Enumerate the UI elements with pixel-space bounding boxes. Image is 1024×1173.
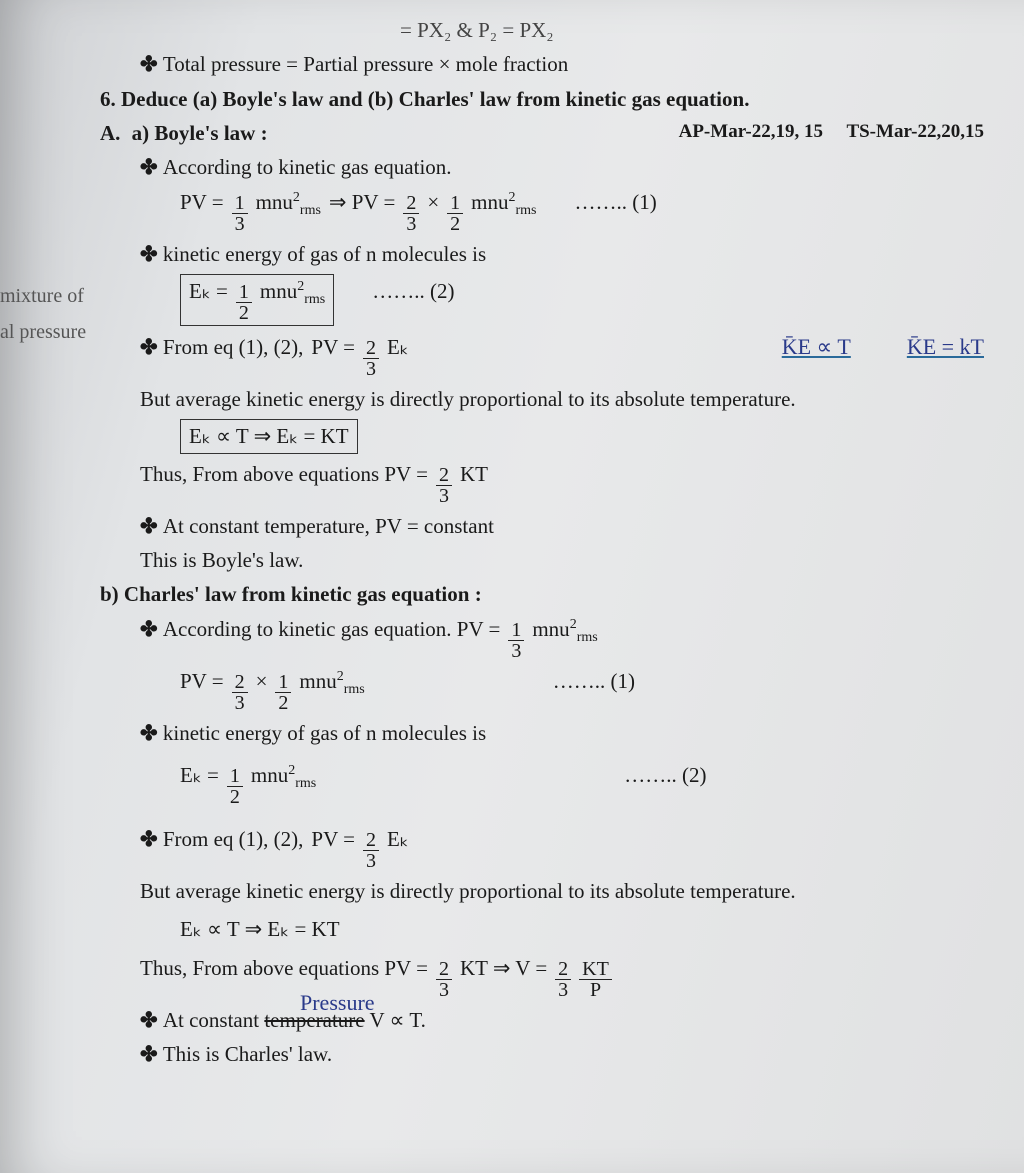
exam-tags: AP-Mar-22,19, 15 TS-Mar-22,20,15 [679,119,984,145]
boyle-p3: This is Boyle's law. [140,546,984,574]
tag-ap: AP-Mar-22,19, 15 [679,121,823,142]
charles-eq4: Eₖ ∝ T ⇒ Eₖ = KT [180,915,984,943]
charles-b1b: mnu2rms [532,615,597,648]
eq1num: …….. (1) [575,188,657,216]
hand-pressure: Pressure [300,988,375,1018]
ceq3a: PV = [311,825,355,853]
charles-head: b) Charles' law from kinetic gas equatio… [100,580,984,608]
sidecut-a: mixture of [0,280,86,312]
question-row: 6. Deduce (a) Boyle's law and (b) Charle… [100,85,984,113]
boyle-eq2: Eₖ = 12 mnu2rms …….. (2) [180,274,984,326]
frac-1-2-d: 12 [275,672,291,713]
question: Deduce (a) Boyle's law and (b) Charles' … [121,87,749,111]
charles-b5: This is Charles' law. [140,1040,984,1068]
answer-head-row: A. a) Boyle's law : AP-Mar-22,19, 15 TS-… [100,119,984,147]
p2a: Thus, From above equations PV = [140,460,428,488]
hand1: K̄E ∝ T [782,332,851,362]
q-num: 6. [100,87,116,111]
charles-b2: kinetic energy of gas of n molecules is [140,719,984,747]
charles-p2: Thus, From above equations PV = 23 KT ⇒ … [140,954,984,1000]
boyle-eq3-row: From eq (1), (2), PV = 23 Eₖ K̄E ∝ T K̄E… [140,332,984,379]
ceq1num: …….. (1) [553,667,635,695]
frac-2-3-g: 23 [555,959,571,1000]
frac-1-2-e: 12 [227,766,243,807]
frac-1-3-a: 13 [232,193,248,234]
cb4a: At constant [140,1008,264,1032]
ceq2num: …….. (2) [624,761,706,789]
eq1b: mnu2rms [256,188,321,221]
eq1e: mnu2rms [471,188,536,221]
boyle-eq2-box: Eₖ = 12 mnu2rms [180,274,334,326]
frac-2-3-d: 23 [232,672,248,713]
ceq2b: mnu2rms [251,761,316,794]
eq2num: …….. (2) [372,277,454,305]
boyle-eq4-box: Eₖ ∝ T ⇒ Eₖ = KT [180,419,358,453]
eq3b: Eₖ [387,333,409,361]
boyle-b1: According to kinetic gas equation. [140,153,984,181]
charles-eq2: Eₖ = 12 mnu2rms …….. (2) [180,761,984,807]
frac-kt-p: KTP [579,959,612,1000]
page: mixture of al pressure = PX₂ & P₂ = PX₂ … [0,0,1024,1173]
frac-2-3-b: 23 [363,338,379,379]
boyle-eq1: PV = 13 mnu2rms ⇒ PV = 23 × 12 mnu2rms …… [180,188,984,234]
boyle-b2: kinetic energy of gas of n molecules is [140,240,984,268]
eq3a: PV = [311,333,355,361]
sidecut-b: al pressure [0,316,86,348]
frac-2-3-c: 23 [436,465,452,506]
top-frag: = PX₂ & P₂ = PX₂ [400,16,984,44]
eq2a: Eₖ = [189,277,228,305]
charles-b1: According to kinetic gas equation. PV = … [140,615,984,661]
tag-ts: TS-Mar-22,20,15 [846,121,984,142]
ceq2a: Eₖ = [180,761,219,789]
p2b: KT [460,460,488,488]
hand2: K̄E = kT [907,332,984,362]
frac-2-3-a: 23 [403,193,419,234]
ans-label: A. [100,121,120,145]
boyle-b4: At constant temperature, PV = constant [140,512,984,540]
cp2a: Thus, From above equations PV = [140,954,428,982]
frac-1-2-b: 12 [236,282,252,323]
boyle-b3a: From eq (1), (2), [140,333,303,361]
charles-eq3: From eq (1), (2), PV = 23 Eₖ [140,825,984,871]
ceq1c: mnu2rms [299,667,364,700]
total-pressure-line: Total pressure = Partial pressure × mole… [140,50,984,78]
cp2b: KT ⇒ V = [460,954,547,982]
eq1a: PV = [180,188,224,216]
charles-b3a: From eq (1), (2), [140,825,303,853]
charles-b1a: According to kinetic gas equation. PV = [140,615,500,643]
eq1d: × [427,188,439,216]
charles-eq1: PV = 23 × 12 mnu2rms …….. (1) [180,667,984,713]
eq2b: mnu2rms [260,277,325,310]
boyle-p2: Thus, From above equations PV = 23 KT [140,460,984,506]
charles-p1: But average kinetic energy is directly p… [140,877,984,905]
frac-2-3-f: 23 [436,959,452,1000]
boyle-eq4: Eₖ ∝ T ⇒ Eₖ = KT [180,419,984,453]
ceq1b: × [256,667,268,695]
frac-2-3-e: 23 [363,830,379,871]
frac-1-3-c: 13 [508,620,524,661]
charles-b4: Pressure At constant temperature V ∝ T. [140,1006,984,1034]
boyle-head: a) Boyle's law : [132,121,268,145]
frac-1-2-a: 12 [447,193,463,234]
side-cut-text: mixture of al pressure [0,280,86,352]
ceq1a: PV = [180,667,224,695]
eq1c: ⇒ PV = [329,188,395,216]
boyle-p1: But average kinetic energy is directly p… [140,385,984,413]
ceq3b: Eₖ [387,825,409,853]
